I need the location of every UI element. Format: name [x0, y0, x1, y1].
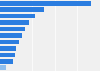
Bar: [0, 27, 26, 31]
Bar: [0, 7, 44, 12]
Bar: [0, 65, 6, 70]
Bar: [0, 33, 22, 38]
Bar: [0, 20, 29, 25]
Bar: [0, 40, 19, 44]
Bar: [0, 14, 34, 18]
Bar: [0, 1, 91, 6]
Bar: [0, 53, 14, 57]
Bar: [0, 59, 13, 64]
Bar: [0, 46, 16, 51]
